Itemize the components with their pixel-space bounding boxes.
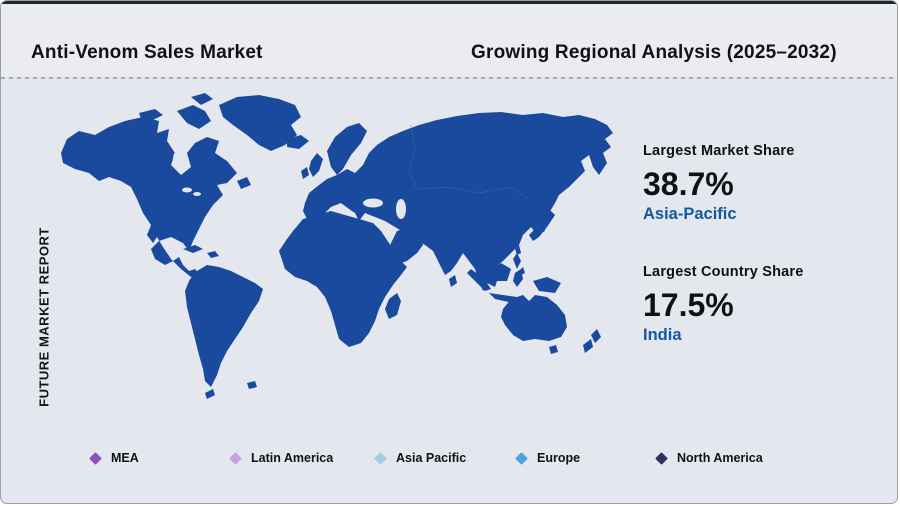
island-taiwan <box>515 245 521 255</box>
stat-block-market-share: Largest Market Share 38.7% Asia-Pacific <box>643 143 883 224</box>
great-lakes <box>182 187 192 193</box>
island-sulawesi <box>513 269 523 287</box>
island-newfoundland <box>237 177 251 189</box>
black-sea <box>363 198 383 208</box>
stat-block-country-share: Largest Country Share 17.5% India <box>643 264 883 345</box>
map-legend: MEA Latin America Asia Pacific Europe No… <box>1 447 897 477</box>
island-falklands <box>247 381 257 389</box>
caspian-sea <box>396 199 406 219</box>
legend-marker-mea <box>89 451 102 465</box>
continent-africa <box>279 211 407 347</box>
island-britain <box>309 153 323 177</box>
island-madagascar <box>385 293 401 319</box>
legend-marker-north-america <box>655 451 668 465</box>
island-cuba <box>183 245 203 253</box>
border-ural <box>408 124 418 190</box>
island-baffin <box>177 105 211 129</box>
country-borders <box>408 124 530 200</box>
inland-water <box>173 150 406 219</box>
legend-marker-europe <box>515 451 528 465</box>
stat-label: Largest Country Share <box>643 264 804 280</box>
legend-label: Latin America <box>251 451 334 465</box>
island-sri-lanka <box>449 275 457 287</box>
landmasses <box>61 93 613 399</box>
dotted-divider <box>1 76 897 79</box>
vertical-watermark: FUTURE MARKET REPORT <box>36 227 52 407</box>
legend-marker-latin-america <box>229 451 242 465</box>
page-title: Anti-Venom Sales Market <box>31 42 263 63</box>
legend-item-latin-america: Latin America <box>229 447 334 469</box>
island-sumatra <box>467 269 491 291</box>
legend-item-mea: MEA <box>89 447 139 469</box>
great-lakes-east <box>193 192 201 196</box>
legend-label: North America <box>677 451 763 465</box>
continent-south-america <box>185 265 263 387</box>
island-ireland <box>301 167 309 179</box>
continent-north-america <box>61 117 237 277</box>
peninsula-scandinavia <box>327 123 367 175</box>
legend-item-europe: Europe <box>515 447 581 469</box>
island-victoria <box>139 109 163 121</box>
legend-item-north-america: North America <box>655 447 763 469</box>
island-philippines <box>513 253 521 269</box>
hudson-bay-water <box>173 150 185 168</box>
world-map <box>59 91 645 431</box>
island-new-zealand-south <box>583 339 593 353</box>
continent-australia <box>501 295 567 341</box>
island-tierra-del-fuego <box>205 389 215 399</box>
island-iceland <box>287 135 309 149</box>
legend-label: Europe <box>537 451 581 465</box>
island-hispaniola <box>207 251 219 258</box>
stat-value: 17.5% <box>643 287 734 323</box>
legend-label: MEA <box>111 451 139 465</box>
stat-region: Asia-Pacific <box>643 205 737 224</box>
island-new-zealand-north <box>591 329 601 343</box>
top-accent-bar <box>1 1 897 4</box>
island-tasmania <box>549 345 558 354</box>
island-japan <box>529 209 555 241</box>
header-band <box>1 1 897 77</box>
legend-marker-asia-pacific <box>374 451 387 465</box>
border-russia-south <box>416 186 530 200</box>
stat-region: India <box>643 326 682 345</box>
stat-label: Largest Market Share <box>643 143 795 159</box>
island-ellesmere <box>191 93 213 105</box>
legend-item-asia-pacific: Asia Pacific <box>374 447 467 469</box>
island-greenland <box>219 95 301 151</box>
continent-eurasia <box>303 112 613 291</box>
page-subtitle: Growing Regional Analysis (2025–2032) <box>471 42 837 63</box>
stat-value: 38.7% <box>643 166 734 202</box>
legend-label: Asia Pacific <box>396 451 467 465</box>
island-borneo <box>491 263 511 281</box>
world-map-svg <box>61 93 613 399</box>
island-new-guinea <box>533 277 561 293</box>
